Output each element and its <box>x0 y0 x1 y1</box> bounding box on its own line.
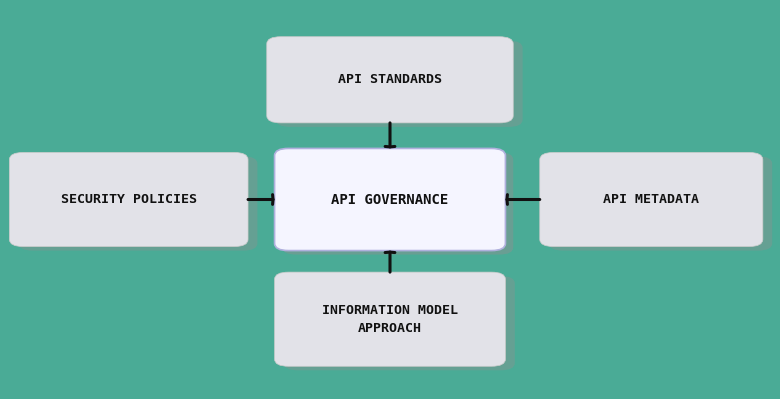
FancyBboxPatch shape <box>275 272 505 366</box>
FancyBboxPatch shape <box>540 152 763 247</box>
FancyBboxPatch shape <box>267 37 513 123</box>
FancyBboxPatch shape <box>549 156 772 251</box>
Text: API METADATA: API METADATA <box>603 193 700 206</box>
FancyBboxPatch shape <box>282 152 513 255</box>
FancyBboxPatch shape <box>276 41 523 127</box>
Text: API GOVERNANCE: API GOVERNANCE <box>332 192 448 207</box>
Text: SECURITY POLICIES: SECURITY POLICIES <box>61 193 197 206</box>
Text: API STANDARDS: API STANDARDS <box>338 73 442 86</box>
Text: INFORMATION MODEL
APPROACH: INFORMATION MODEL APPROACH <box>322 304 458 335</box>
FancyBboxPatch shape <box>275 148 505 251</box>
FancyBboxPatch shape <box>284 276 515 370</box>
FancyBboxPatch shape <box>9 152 248 247</box>
FancyBboxPatch shape <box>19 156 257 251</box>
